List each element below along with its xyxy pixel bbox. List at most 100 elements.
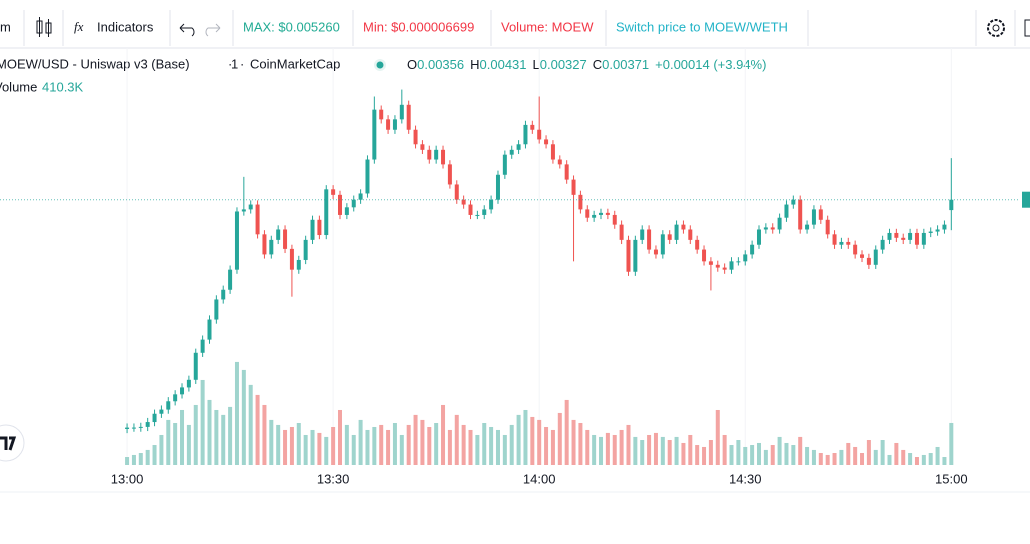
candle-body bbox=[722, 267, 727, 270]
candle-body bbox=[708, 261, 713, 265]
toolbar: m fx Indicators MAX: $0.005260 Min: $0.0… bbox=[0, 10, 1030, 46]
volume-bar bbox=[310, 429, 315, 465]
readout-value: 0.00327 bbox=[540, 57, 587, 72]
volume-bar bbox=[949, 422, 954, 465]
max-price: MAX: $0.005260 bbox=[243, 19, 340, 34]
candle-body bbox=[152, 413, 157, 423]
volume-bar bbox=[860, 453, 865, 465]
volume-bar bbox=[695, 445, 700, 465]
x-tick-label: 15:00 bbox=[935, 471, 968, 486]
volume-bar bbox=[592, 434, 597, 465]
volume-bar bbox=[166, 419, 171, 465]
candle-body bbox=[640, 229, 645, 240]
candle-body bbox=[647, 229, 652, 250]
volume-bar bbox=[550, 429, 555, 465]
volume-bar bbox=[791, 445, 796, 465]
volume-bar bbox=[228, 406, 233, 465]
volume-bar bbox=[715, 409, 720, 465]
volume-bar bbox=[145, 449, 150, 465]
candle-body bbox=[420, 144, 425, 150]
volume-bar bbox=[434, 422, 439, 465]
candle-body bbox=[846, 241, 851, 245]
fullscreen-button[interactable] bbox=[1024, 19, 1030, 37]
volume-bar bbox=[255, 394, 260, 465]
candle-body bbox=[454, 184, 459, 200]
candle-body bbox=[777, 217, 782, 230]
candle-body bbox=[901, 237, 906, 240]
chart-type-button[interactable] bbox=[36, 17, 52, 37]
tv-logo bbox=[0, 424, 25, 462]
candle-body bbox=[935, 229, 940, 232]
volume-bar bbox=[221, 414, 226, 465]
volume-bar bbox=[461, 424, 466, 465]
candle-body bbox=[269, 239, 274, 255]
volume-bar bbox=[805, 446, 810, 465]
candle-body bbox=[585, 209, 590, 218]
redo-button[interactable] bbox=[205, 23, 221, 37]
volume-bar bbox=[200, 379, 205, 465]
candle-body bbox=[921, 232, 926, 245]
volume-bar bbox=[379, 424, 384, 465]
volume-bar bbox=[784, 442, 789, 465]
volume-bar bbox=[880, 440, 885, 465]
candle-body bbox=[344, 207, 349, 215]
indicators-button[interactable]: Indicators bbox=[97, 19, 154, 34]
volume-bar bbox=[173, 422, 178, 465]
candle-body bbox=[592, 214, 597, 218]
volume-bar bbox=[832, 453, 837, 465]
undo-button[interactable] bbox=[179, 23, 195, 37]
volume-bar bbox=[729, 445, 734, 465]
volume-bar bbox=[351, 434, 356, 465]
candle-body bbox=[942, 224, 947, 230]
source: CoinMarketCap bbox=[250, 56, 340, 71]
candle-body bbox=[324, 189, 329, 236]
ohlc-readout: O0.00356 H0.00431 L0.00327 C0.00371 +0.00014… bbox=[407, 57, 766, 72]
legend: MOEW/USD - Uniswap v3 (Base) · 1 · CoinM… bbox=[0, 56, 766, 94]
x-tick-label: 14:30 bbox=[729, 471, 762, 486]
candle-body bbox=[228, 269, 233, 290]
candle-body bbox=[283, 229, 288, 249]
interval-button[interactable]: m bbox=[0, 19, 11, 34]
candle-body bbox=[331, 189, 336, 195]
volume-bar bbox=[674, 436, 679, 465]
volume-bar bbox=[516, 414, 521, 465]
candle-body bbox=[612, 214, 617, 225]
volume-bar bbox=[853, 446, 858, 465]
volume-bar bbox=[708, 440, 713, 465]
volume-bar bbox=[887, 454, 892, 465]
candle-body bbox=[756, 229, 761, 245]
volume-bar bbox=[564, 399, 569, 465]
readout-key: O bbox=[407, 57, 417, 72]
candle-body bbox=[310, 219, 315, 240]
candle-body bbox=[255, 204, 260, 235]
candle-body bbox=[338, 194, 342, 215]
candle-body bbox=[695, 239, 700, 250]
volume-bar bbox=[571, 419, 576, 465]
volume-bar bbox=[523, 409, 528, 465]
candle-body bbox=[530, 124, 535, 130]
candle-body bbox=[619, 224, 624, 240]
volume-bar bbox=[557, 412, 562, 465]
volume-bar bbox=[818, 453, 823, 465]
candle-body bbox=[482, 209, 487, 215]
volume-bar bbox=[296, 422, 301, 465]
candle-body bbox=[866, 257, 871, 265]
volume-bar bbox=[702, 446, 707, 465]
candle-body bbox=[434, 149, 439, 160]
volume-bar bbox=[873, 449, 878, 465]
volume-toggle[interactable]: Volume: MOEW bbox=[501, 19, 594, 34]
volume-bar bbox=[825, 454, 830, 465]
volume-bar bbox=[159, 434, 164, 465]
candle-body bbox=[379, 109, 384, 120]
candle-body bbox=[276, 229, 281, 240]
volume-bar bbox=[454, 414, 459, 465]
readout-value: 0.00431 bbox=[480, 57, 527, 72]
readout-key: C bbox=[593, 57, 602, 72]
volume-bar bbox=[392, 422, 397, 465]
candle-body bbox=[406, 104, 411, 130]
switch-price-button[interactable]: Switch price to MOEW/WETH bbox=[616, 19, 788, 34]
settings-button[interactable] bbox=[987, 19, 1005, 37]
volume-bar bbox=[509, 424, 514, 465]
candle-body bbox=[571, 179, 576, 195]
